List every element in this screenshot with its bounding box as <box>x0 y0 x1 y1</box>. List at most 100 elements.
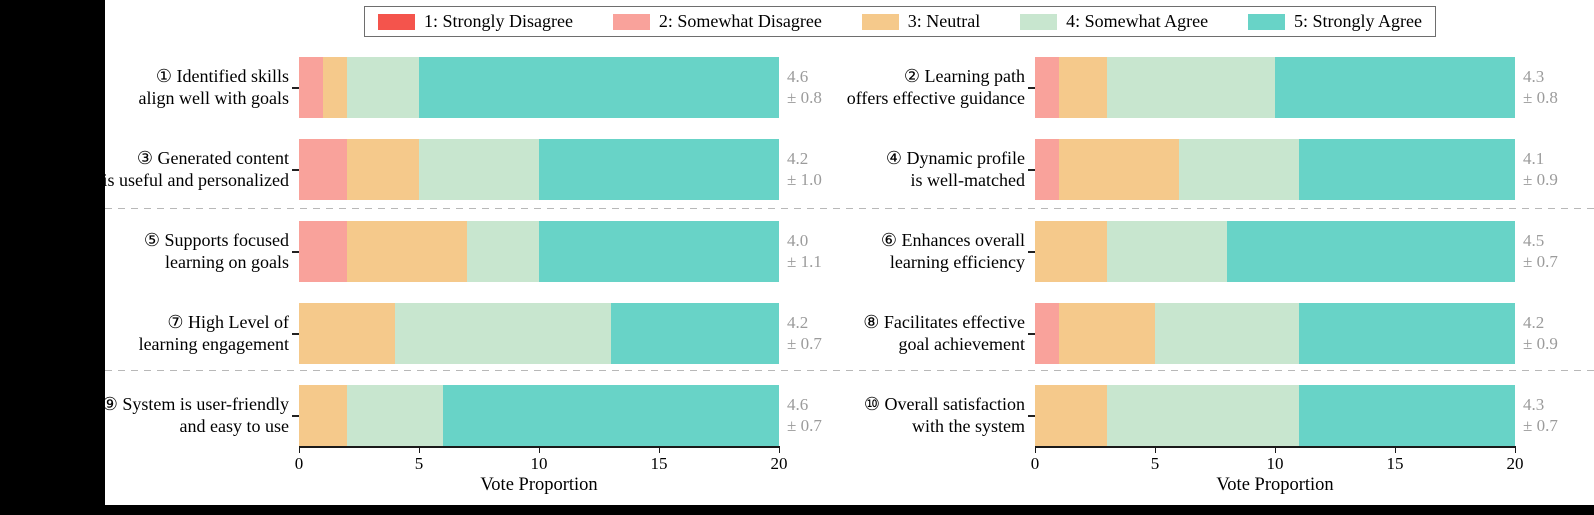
x-tick <box>299 447 301 453</box>
x-axis-line <box>1035 446 1516 448</box>
stacked-bar <box>299 385 779 446</box>
bar-segment-level-4 <box>347 385 443 446</box>
x-tick-label: 15 <box>650 454 668 473</box>
mean-std-annotation: 4.2 ± 1.0 <box>787 149 822 189</box>
legend: 1: Strongly Disagree 2: Somewhat Disagre… <box>364 6 1436 37</box>
bar-segment-level-5 <box>443 385 779 446</box>
y-tick <box>1028 333 1035 335</box>
legend-swatch-4-icon <box>1020 13 1058 30</box>
x-tick-label: 20 <box>770 454 788 473</box>
bar-segment-level-2 <box>1035 57 1059 118</box>
mean-std-annotation: 4.3 ± 0.8 <box>1523 67 1558 107</box>
stacked-bar <box>299 303 779 364</box>
bar-segment-level-2 <box>1035 303 1059 364</box>
bar-segment-level-3 <box>299 303 395 364</box>
legend-label: 2: Somewhat Disagree <box>658 11 822 31</box>
bar-segment-level-5 <box>1299 303 1515 364</box>
bar-segment-level-4 <box>347 57 419 118</box>
mean-std-annotation: 4.2 ± 0.9 <box>1523 313 1558 353</box>
mean-std-annotation: 4.5 ± 0.7 <box>1523 231 1558 271</box>
legend-label: 5: Strongly Agree <box>1293 11 1422 31</box>
mean-std-annotation: 4.2 ± 0.7 <box>787 313 822 353</box>
x-tick-label: 5 <box>1150 454 1160 473</box>
x-tick-label: 0 <box>1030 454 1040 473</box>
survey-row: ③ Generated content is useful and persona… <box>105 139 1594 200</box>
question-label: ⑧ Facilitates effective goal achievement <box>863 312 1025 354</box>
bar-segment-level-3 <box>299 385 347 446</box>
y-tick <box>292 87 299 89</box>
x-tick <box>1155 447 1157 453</box>
legend-item: 3: Neutral <box>861 11 981 32</box>
mean-std-annotation: 4.1 ± 0.9 <box>1523 149 1558 189</box>
stacked-bar <box>1035 57 1515 118</box>
question-label: ⑥ Enhances overall learning efficiency <box>880 230 1025 272</box>
survey-row: ⑨ System is user-friendly and easy to use… <box>105 385 1594 446</box>
bar-segment-level-5 <box>539 139 779 200</box>
legend-swatch-3-icon <box>861 13 899 30</box>
stacked-bar <box>1035 303 1515 364</box>
x-tick <box>1515 447 1517 453</box>
x-axis-title: Vote Proportion <box>480 475 598 495</box>
y-tick <box>1028 87 1035 89</box>
stacked-bar <box>1035 221 1515 282</box>
y-tick <box>1028 169 1035 171</box>
bar-segment-level-2 <box>299 221 347 282</box>
bar-segment-level-3 <box>323 57 347 118</box>
bar-segment-level-3 <box>1059 303 1155 364</box>
dashed-separator <box>105 208 1594 210</box>
bar-segment-level-4 <box>1179 139 1299 200</box>
question-label: ⑦ High Level of learning engagement <box>138 312 289 354</box>
x-tick-label: 0 <box>294 454 304 473</box>
x-tick <box>1035 447 1037 453</box>
chart-figure: 1: Strongly Disagree 2: Somewhat Disagre… <box>105 0 1594 505</box>
bar-segment-level-4 <box>1107 385 1299 446</box>
bar-segment-level-3 <box>347 139 419 200</box>
stacked-bar <box>1035 139 1515 200</box>
legend-item: 4: Somewhat Agree <box>1020 11 1208 32</box>
y-tick <box>292 333 299 335</box>
bar-segment-level-5 <box>1227 221 1515 282</box>
bar-segment-level-3 <box>1059 139 1179 200</box>
x-tick <box>1275 447 1277 453</box>
survey-row: ⑦ High Level of learning engagement 4.2 ± … <box>105 303 1594 364</box>
legend-item: 2: Somewhat Disagree <box>612 11 822 32</box>
bar-segment-level-3 <box>1059 57 1107 118</box>
x-tick <box>539 447 541 453</box>
x-tick <box>659 447 661 453</box>
x-axis-title: Vote Proportion <box>1216 475 1334 495</box>
question-label: ① Identified skills align well with goals <box>138 66 289 108</box>
question-label: ⑤ Supports focused learning on goals <box>143 230 289 272</box>
stacked-bar <box>1035 385 1515 446</box>
bar-segment-level-2 <box>299 139 347 200</box>
bar-segment-level-4 <box>1155 303 1299 364</box>
question-label: ③ Generated content is useful and persona… <box>105 148 289 190</box>
x-tick-label: 15 <box>1386 454 1404 473</box>
mean-std-annotation: 4.0 ± 1.1 <box>787 231 822 271</box>
bar-segment-level-4 <box>395 303 611 364</box>
legend-label: 3: Neutral <box>907 11 981 31</box>
y-tick <box>292 251 299 253</box>
x-axis-line <box>299 446 780 448</box>
y-tick <box>1028 415 1035 417</box>
question-label: ② Learning path offers effective guidance <box>846 66 1025 108</box>
bar-segment-level-3 <box>1035 385 1107 446</box>
stacked-bar <box>299 139 779 200</box>
x-tick-label: 10 <box>530 454 548 473</box>
mean-std-annotation: 4.3 ± 0.7 <box>1523 395 1558 435</box>
legend-item: 1: Strongly Disagree <box>378 11 573 32</box>
legend-swatch-5-icon <box>1247 13 1285 30</box>
bar-segment-level-5 <box>1275 57 1515 118</box>
y-tick <box>1028 251 1035 253</box>
bar-segment-level-3 <box>1035 221 1107 282</box>
question-label: ⑨ System is user-friendly and easy to use <box>105 394 289 436</box>
y-tick <box>292 415 299 417</box>
mean-std-annotation: 4.6 ± 0.7 <box>787 395 822 435</box>
x-tick <box>419 447 421 453</box>
stacked-bar <box>299 221 779 282</box>
bar-segment-level-4 <box>1107 57 1275 118</box>
survey-row: ① Identified skills align well with goals… <box>105 57 1594 118</box>
x-tick-label: 20 <box>1506 454 1524 473</box>
bar-segment-level-5 <box>611 303 779 364</box>
legend-label: 1: Strongly Disagree <box>424 11 573 31</box>
